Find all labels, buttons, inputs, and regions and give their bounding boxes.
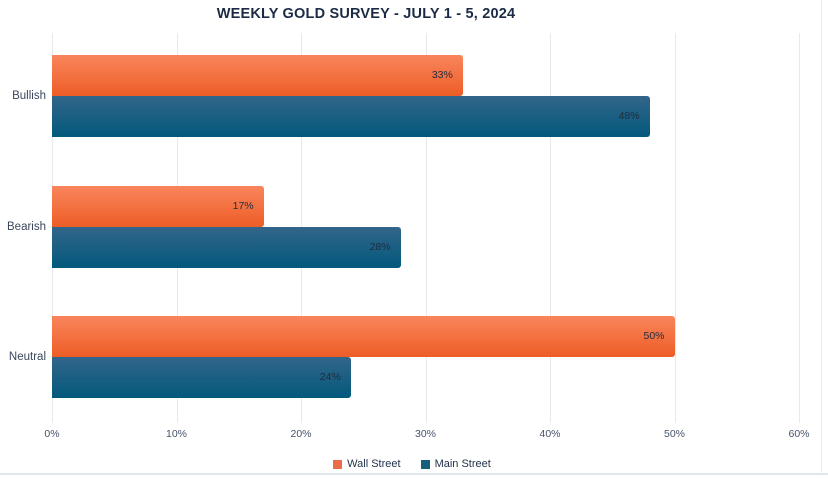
bar-value-label: 50% xyxy=(643,330,665,342)
x-tick-label: 0% xyxy=(44,428,60,440)
x-tick-label: 20% xyxy=(290,428,312,440)
x-gridline xyxy=(799,33,800,423)
category-label-bullish: Bullish xyxy=(12,90,46,102)
x-tick-label: 40% xyxy=(539,428,561,440)
bar-value-label: 24% xyxy=(319,371,341,383)
bar-group-bullish: 33% 48% xyxy=(52,55,799,137)
x-gridline xyxy=(550,33,551,423)
category-label-neutral: Neutral xyxy=(8,351,46,363)
bar-main-street: 48% xyxy=(52,96,650,137)
legend: Wall Street Main Street xyxy=(0,456,824,472)
x-tick-label: 30% xyxy=(414,428,436,440)
bar-group-neutral: 50% 24% xyxy=(52,316,799,398)
bar-value-label: 33% xyxy=(431,69,453,81)
card-right-border xyxy=(821,0,822,474)
bar-group-bearish: 17% 28% xyxy=(52,185,799,268)
x-gridline xyxy=(674,33,676,423)
x-tick-label: 60% xyxy=(788,428,810,440)
bar-wall-street: 50% xyxy=(52,316,675,357)
bar-wall-street: 33% xyxy=(52,55,463,96)
bar-main-street: 24% xyxy=(52,357,351,398)
legend-label: Wall Street xyxy=(347,458,401,470)
bar-main-street: 28% xyxy=(52,226,401,268)
legend-item-main-street: Main Street xyxy=(420,458,491,470)
x-gridline xyxy=(425,33,427,423)
bar-value-label: 17% xyxy=(232,199,254,212)
category-label-bearish: Bearish xyxy=(7,220,46,233)
card-bottom-border xyxy=(0,473,828,475)
legend-label: Main Street xyxy=(434,458,491,470)
x-tick-label: 10% xyxy=(165,428,187,440)
legend-swatch-icon xyxy=(420,459,430,469)
x-tick-label: 50% xyxy=(663,428,685,440)
chart-title: WEEKLY GOLD SURVEY - JULY 1 - 5, 2024 xyxy=(216,6,516,22)
plot-area: 33% 48% 17% 28% 50% 24% xyxy=(52,33,800,423)
bar-wall-street: 17% xyxy=(52,185,264,227)
legend-item-wall-street: Wall Street xyxy=(333,458,401,470)
legend-swatch-icon xyxy=(333,459,343,469)
bar-value-label: 48% xyxy=(618,110,640,122)
bar-value-label: 28% xyxy=(369,240,391,253)
